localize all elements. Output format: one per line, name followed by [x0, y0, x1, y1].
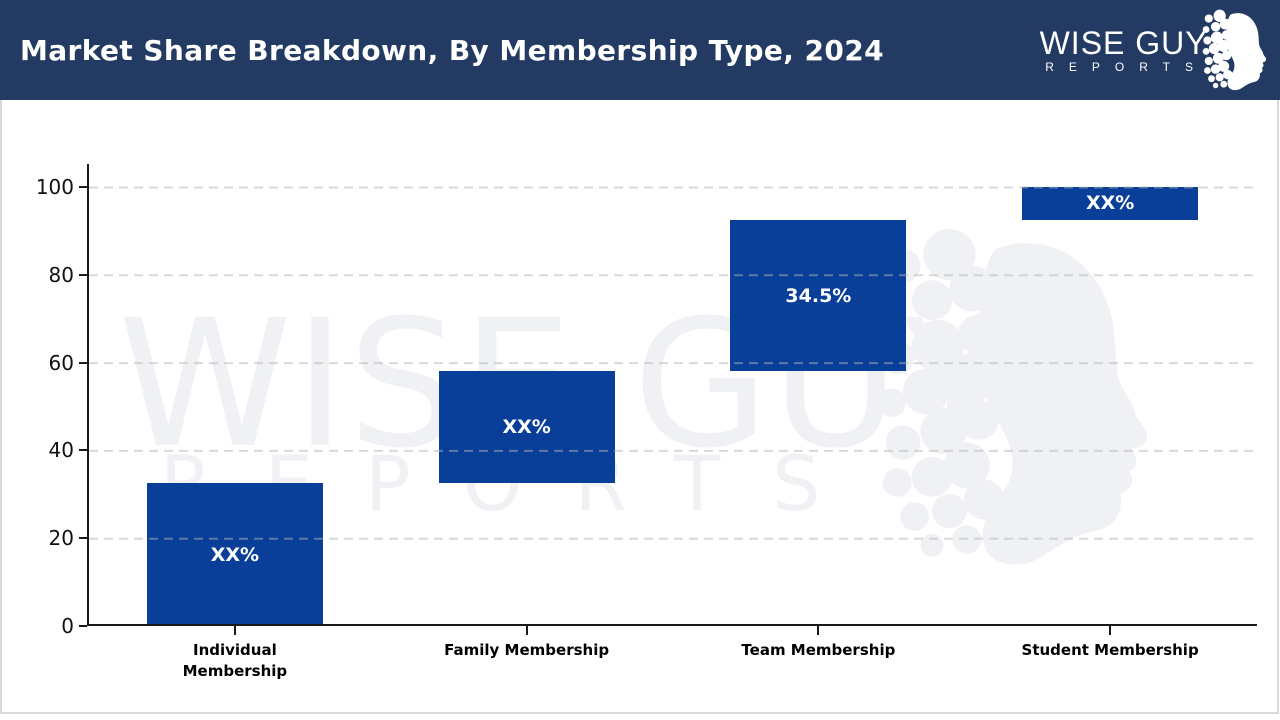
- x-tick: [817, 626, 820, 635]
- y-tick: [79, 449, 87, 452]
- y-tick-label: 80: [48, 262, 74, 287]
- x-tick-label-line: Student Membership: [1021, 641, 1199, 659]
- header: Market Share Breakdown, By Membership Ty…: [0, 0, 1280, 100]
- x-tick: [1109, 626, 1112, 635]
- x-tick-label: Team Membership: [688, 640, 948, 661]
- x-axis-spine: [87, 624, 1257, 626]
- chart-title: Market Share Breakdown, By Membership Ty…: [20, 33, 884, 67]
- x-tick-label: Family Membership: [397, 640, 657, 661]
- bar-value-label: XX%: [502, 416, 551, 439]
- y-tick: [79, 537, 87, 540]
- y-tick-label: 0: [61, 614, 74, 638]
- x-tick-label: Individual Membership: [105, 640, 365, 682]
- x-tick: [525, 626, 528, 635]
- y-tick-label: 40: [48, 438, 74, 463]
- bar: [438, 371, 615, 484]
- x-tick-label-line: Team Membership: [741, 641, 896, 659]
- logo-head-icon: [1202, 9, 1267, 91]
- watermark-head-icon: [876, 228, 1148, 565]
- y-tick: [79, 186, 87, 188]
- bar-value-label: XX%: [210, 543, 260, 566]
- y-tick-label: 20: [48, 526, 74, 551]
- logo-text: WISE GUY REPORTS: [1039, 26, 1208, 74]
- x-tick-label-line: Family Membership: [444, 641, 610, 659]
- bar-value-label: 34.5%: [785, 284, 852, 307]
- x-tick-label-line: Individual: [193, 641, 277, 659]
- y-tick: [79, 361, 87, 364]
- y-tick-label: 60: [48, 350, 74, 375]
- x-tick-label: Student Membership: [980, 640, 1240, 661]
- y-tick-label: 100: [35, 175, 74, 199]
- logo: WISE GUY REPORTS: [1039, 0, 1270, 100]
- logo-subtext: REPORTS: [1045, 60, 1208, 74]
- logo-wordmark: WISE GUY: [1039, 25, 1208, 61]
- bar: [146, 483, 323, 626]
- x-tick-label-line: Membership: [182, 662, 288, 680]
- y-tick: [79, 273, 87, 276]
- x-tick: [233, 626, 236, 635]
- bar-value-label: XX%: [1085, 192, 1135, 215]
- y-tick: [79, 625, 87, 627]
- bar: [1022, 187, 1199, 220]
- bar: [730, 219, 907, 372]
- y-axis-spine: [87, 164, 89, 626]
